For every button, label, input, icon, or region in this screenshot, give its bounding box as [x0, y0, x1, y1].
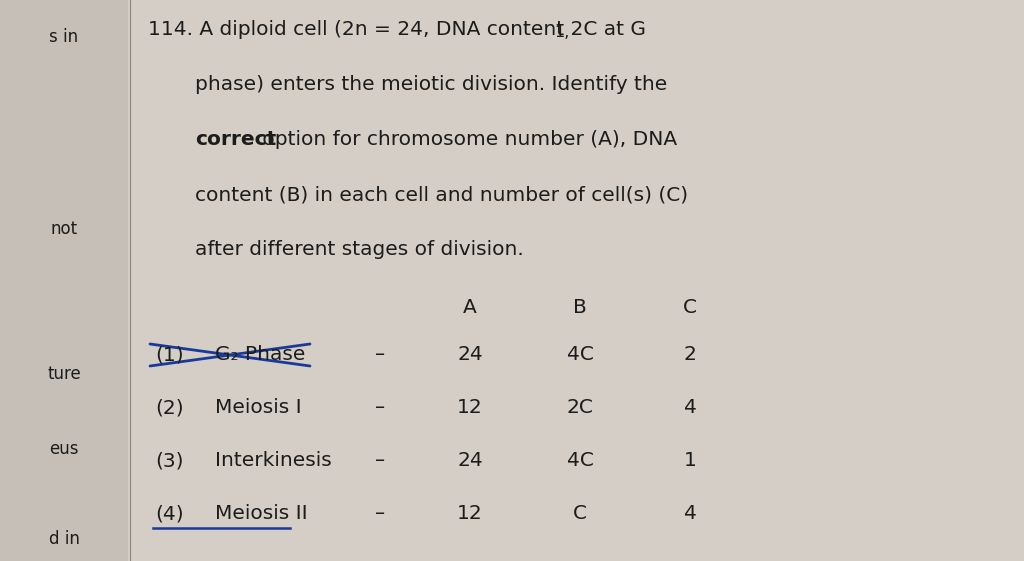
Text: ture: ture: [47, 365, 81, 383]
Text: content (B) in each cell and number of cell(s) (C): content (B) in each cell and number of c…: [195, 185, 688, 204]
Text: Interkinesis: Interkinesis: [215, 451, 332, 470]
Text: –: –: [375, 398, 385, 417]
Text: 12: 12: [457, 504, 483, 523]
Text: –: –: [375, 345, 385, 364]
Text: 4C: 4C: [566, 451, 594, 470]
Text: 1: 1: [684, 451, 696, 470]
Text: 4: 4: [684, 398, 696, 417]
Text: C: C: [683, 298, 697, 317]
Text: correct: correct: [195, 130, 276, 149]
Text: Meiosis I: Meiosis I: [215, 398, 302, 417]
Text: –: –: [375, 504, 385, 523]
Text: 12: 12: [457, 398, 483, 417]
Text: 24: 24: [457, 345, 483, 364]
Text: (4): (4): [155, 504, 183, 523]
Text: C: C: [573, 504, 587, 523]
Text: 2: 2: [684, 345, 696, 364]
Text: 4: 4: [684, 504, 696, 523]
Text: option for chromosome number (A), DNA: option for chromosome number (A), DNA: [256, 130, 677, 149]
Text: (1): (1): [155, 345, 183, 364]
Text: after different stages of division.: after different stages of division.: [195, 240, 523, 259]
Text: phase) enters the meiotic division. Identify the: phase) enters the meiotic division. Iden…: [195, 75, 668, 94]
Text: (2): (2): [155, 398, 183, 417]
Text: 4C: 4C: [566, 345, 594, 364]
Text: d in: d in: [48, 530, 80, 548]
Text: 24: 24: [457, 451, 483, 470]
Bar: [0, 0, 128, 561]
Text: 114. A diploid cell (2n = 24, DNA content 2C at G: 114. A diploid cell (2n = 24, DNA conten…: [148, 20, 646, 39]
Text: G₂ Phase: G₂ Phase: [215, 345, 305, 364]
Text: eus: eus: [49, 440, 79, 458]
Text: A: A: [463, 298, 477, 317]
Text: not: not: [50, 220, 78, 238]
Text: (3): (3): [155, 451, 183, 470]
Text: –: –: [375, 451, 385, 470]
Text: B: B: [573, 298, 587, 317]
Text: 2C: 2C: [566, 398, 594, 417]
Text: s in: s in: [49, 28, 79, 46]
Text: Meiosis II: Meiosis II: [215, 504, 307, 523]
Text: 1,: 1,: [555, 25, 570, 40]
